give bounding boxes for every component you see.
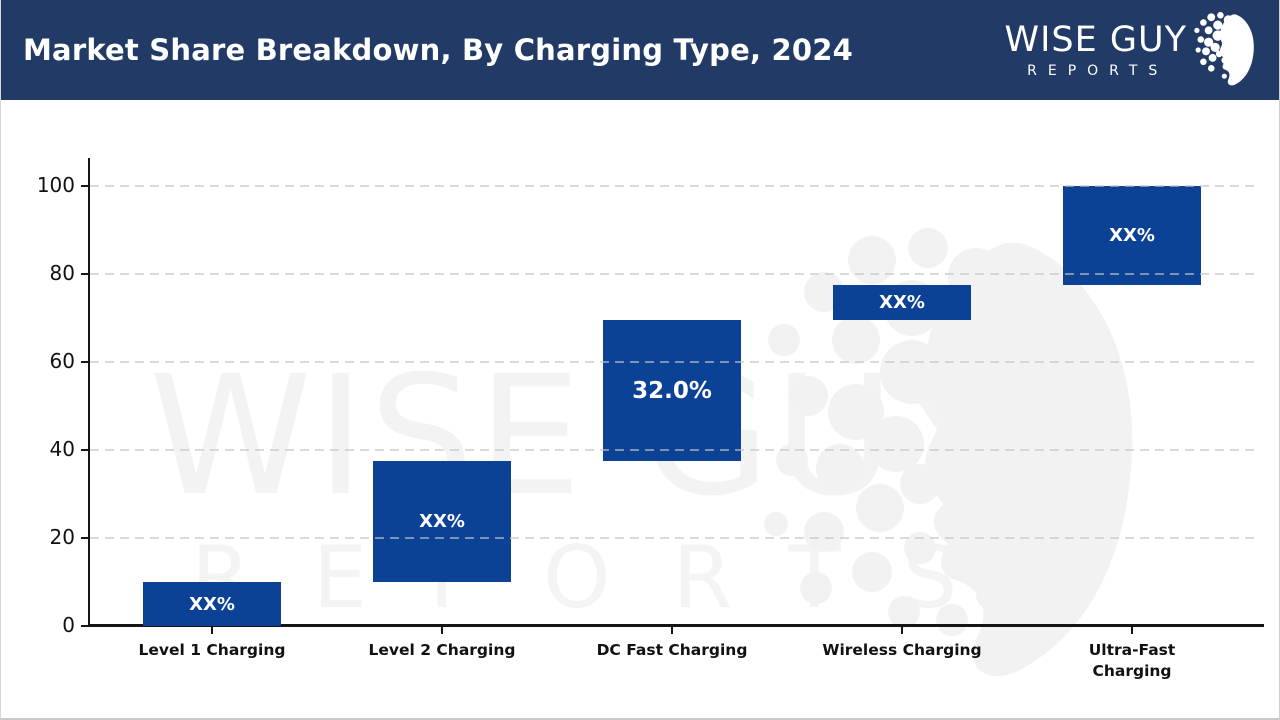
x-axis-tick (671, 627, 673, 634)
y-tick-label: 0 (62, 613, 75, 637)
wiseguy-head-icon (1194, 12, 1254, 86)
bar-wireless-charging: XX% (833, 285, 971, 321)
logo-wiseguy-label: WISE GUY (1004, 19, 1187, 60)
y-tick-label: 20 (49, 525, 75, 549)
y-axis-tick (81, 361, 89, 363)
bar-dc-fast-charging: 32.0% (603, 320, 741, 461)
category-label: Wireless Charging (822, 641, 982, 659)
gridline (90, 361, 1254, 363)
bar-level-2-charging: XX% (373, 461, 511, 582)
category-label: DC Fast Charging (596, 641, 748, 659)
chart-title: Market Share Breakdown, By Charging Type… (23, 33, 853, 67)
y-axis-tick (81, 273, 89, 275)
y-axis-tick (81, 185, 89, 187)
category-label: Ultra-Fast Charging (1088, 641, 1176, 680)
bar-ultra-fast-charging: XX% (1063, 186, 1201, 285)
x-axis-tick (211, 627, 213, 634)
bar-value-label: 32.0% (632, 377, 712, 404)
y-axis-tick (81, 537, 89, 539)
wiseguy-logo: WISE GUY REPORTS (1004, 10, 1261, 90)
bar-level-1-charging: XX% (143, 582, 281, 626)
bar-value-label: XX% (1109, 225, 1155, 246)
wiseguy-head-watermark-icon (764, 228, 1133, 677)
y-axis-tick (81, 449, 89, 451)
y-axis-tick (81, 625, 89, 627)
gridline (90, 185, 1254, 187)
y-tick-label: 60 (49, 349, 75, 373)
x-axis-tick (441, 627, 443, 634)
gridline (90, 537, 1254, 539)
x-axis-tick (901, 627, 903, 634)
background-watermark: WISE GUY REPORTS (1, 100, 1279, 718)
header-bar: Market Share Breakdown, By Charging Type… (1, 0, 1279, 100)
bar-value-label: XX% (189, 593, 235, 615)
x-axis-tick (1131, 627, 1133, 634)
y-axis (88, 158, 90, 627)
x-axis (88, 624, 1264, 627)
y-tick-label: 40 (49, 437, 75, 461)
category-label: Level 1 Charging (138, 641, 286, 659)
logo-text: WISE GUY REPORTS (1004, 19, 1187, 79)
bar-value-label: XX% (879, 292, 925, 314)
y-tick-label: 80 (49, 261, 75, 285)
y-tick-label: 100 (36, 173, 75, 197)
bar-value-label: XX% (419, 511, 465, 532)
logo-reports-label: REPORTS (1027, 62, 1169, 79)
category-label: Level 2 Charging (368, 641, 516, 659)
gridline (90, 449, 1254, 451)
gridline (90, 273, 1254, 275)
